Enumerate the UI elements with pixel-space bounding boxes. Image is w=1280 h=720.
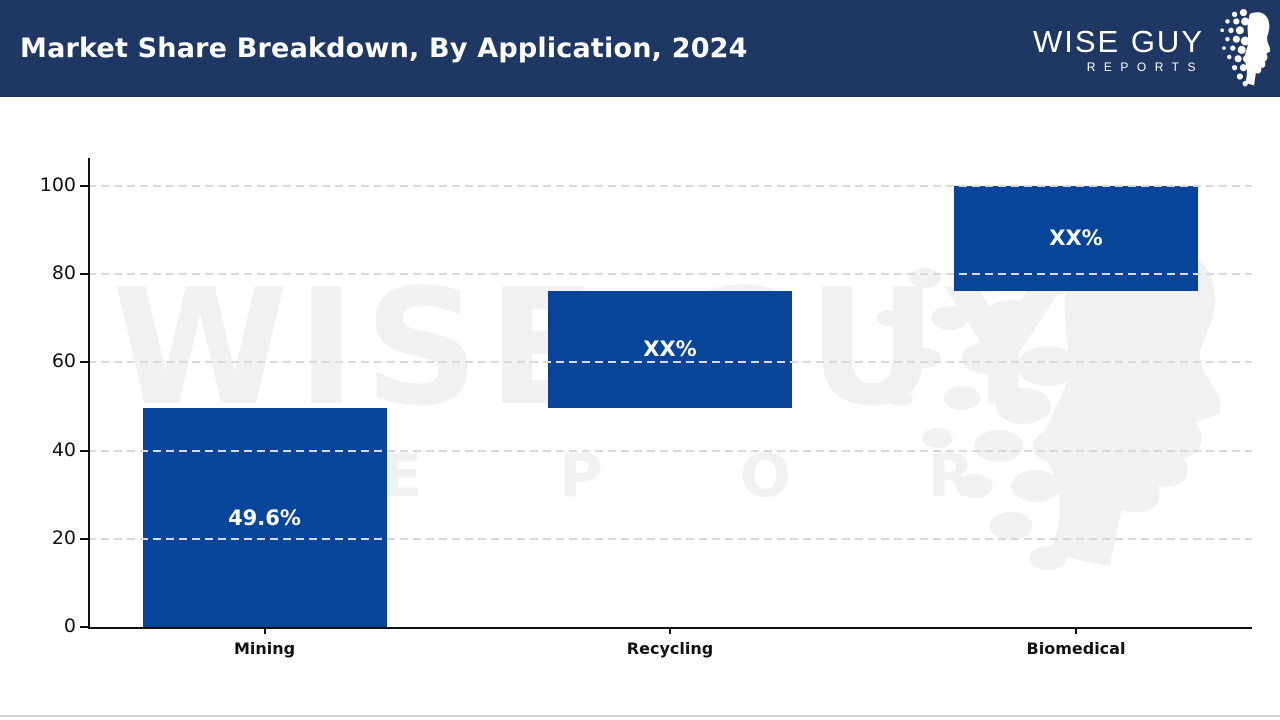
logo-text: WISE GUY REPORTS: [1033, 26, 1204, 73]
y-tick-label: 100: [39, 174, 76, 196]
logo-wordmark: WISE GUY: [1032, 23, 1204, 59]
y-tick-label: 40: [51, 438, 76, 461]
bar-chart: 0 20 40 60 80 100 49.6% Mining XX% Recycling XX% Bi…: [0, 97, 1280, 714]
y-axis-line: [88, 158, 90, 629]
y-tick-label: 0: [63, 615, 76, 637]
x-axis-line: [88, 627, 1252, 629]
header-bar: Market Share Breakdown, By Application, …: [0, 0, 1280, 97]
page-title: Market Share Breakdown, By Application, …: [20, 33, 748, 64]
bar-recycling: [548, 290, 792, 409]
dotted-face-icon: [1220, 9, 1270, 87]
y-tick-mark: [80, 361, 88, 364]
y-tick-mark: [80, 449, 88, 452]
wise-guy-reports-logo: WISE GUY REPORTS: [1033, 6, 1270, 92]
gridline: [88, 273, 1252, 276]
y-tick-mark: [80, 537, 88, 540]
gridline: [88, 449, 1252, 452]
gridline: [88, 185, 1252, 187]
y-tick-mark: [80, 185, 88, 187]
bar-value-label: 49.6%: [228, 505, 301, 530]
y-tick-label: 20: [51, 526, 76, 549]
footer-divider: [0, 715, 1280, 717]
x-category-label: Mining: [233, 639, 296, 658]
bar-value-label: XX%: [1049, 226, 1103, 251]
gridline: [88, 361, 1252, 364]
x-tick-mark: [669, 627, 671, 634]
bar-value-label: XX%: [643, 337, 697, 362]
x-tick-mark: [1075, 627, 1077, 634]
logo-subtitle: REPORTS: [1086, 59, 1204, 74]
x-category-label: Recycling: [626, 639, 714, 658]
y-tick-mark: [80, 273, 88, 276]
y-tick-mark: [80, 626, 88, 628]
y-tick-label: 80: [51, 262, 76, 285]
y-tick-label: 60: [51, 350, 76, 373]
x-category-label: Biomedical: [1026, 639, 1126, 658]
x-tick-mark: [263, 627, 266, 634]
bar-mining: [142, 408, 387, 627]
gridline: [88, 537, 1252, 540]
